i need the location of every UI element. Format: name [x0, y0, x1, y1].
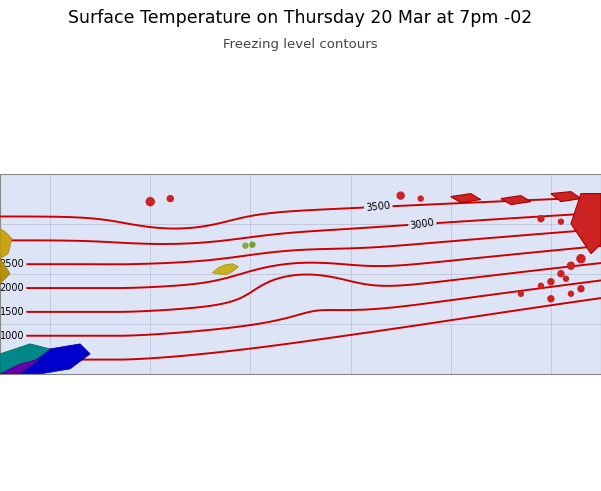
- Text: 1000: 1000: [0, 331, 24, 341]
- Polygon shape: [0, 259, 10, 284]
- Text: 500: 500: [0, 355, 18, 365]
- Circle shape: [538, 283, 543, 288]
- Polygon shape: [451, 193, 481, 203]
- Circle shape: [146, 197, 154, 206]
- Polygon shape: [551, 191, 581, 202]
- Polygon shape: [0, 344, 90, 374]
- Polygon shape: [571, 193, 601, 254]
- Circle shape: [548, 279, 554, 285]
- Circle shape: [538, 216, 544, 221]
- Text: 2500: 2500: [0, 259, 25, 269]
- Circle shape: [548, 296, 554, 302]
- Circle shape: [577, 255, 585, 263]
- Text: Freezing level contours: Freezing level contours: [223, 37, 378, 51]
- Text: 2000: 2000: [0, 283, 25, 293]
- Circle shape: [588, 209, 594, 214]
- Text: 3000: 3000: [409, 218, 435, 231]
- Circle shape: [558, 219, 564, 224]
- Polygon shape: [0, 359, 40, 374]
- Polygon shape: [212, 264, 239, 275]
- Circle shape: [397, 192, 404, 199]
- Polygon shape: [501, 195, 531, 205]
- Polygon shape: [0, 344, 50, 374]
- Circle shape: [167, 195, 173, 202]
- Circle shape: [567, 262, 575, 269]
- Circle shape: [578, 286, 584, 292]
- Text: Surface Temperature on Thursday 20 Mar at 7pm -02: Surface Temperature on Thursday 20 Mar a…: [69, 9, 532, 27]
- Circle shape: [564, 276, 569, 281]
- Polygon shape: [0, 229, 12, 259]
- Circle shape: [418, 196, 423, 201]
- Circle shape: [558, 271, 564, 277]
- Circle shape: [578, 213, 584, 218]
- Text: 3500: 3500: [365, 201, 391, 213]
- Text: 1500: 1500: [0, 307, 25, 317]
- Circle shape: [569, 291, 573, 296]
- Circle shape: [250, 242, 255, 247]
- Circle shape: [243, 243, 248, 248]
- Circle shape: [518, 291, 523, 296]
